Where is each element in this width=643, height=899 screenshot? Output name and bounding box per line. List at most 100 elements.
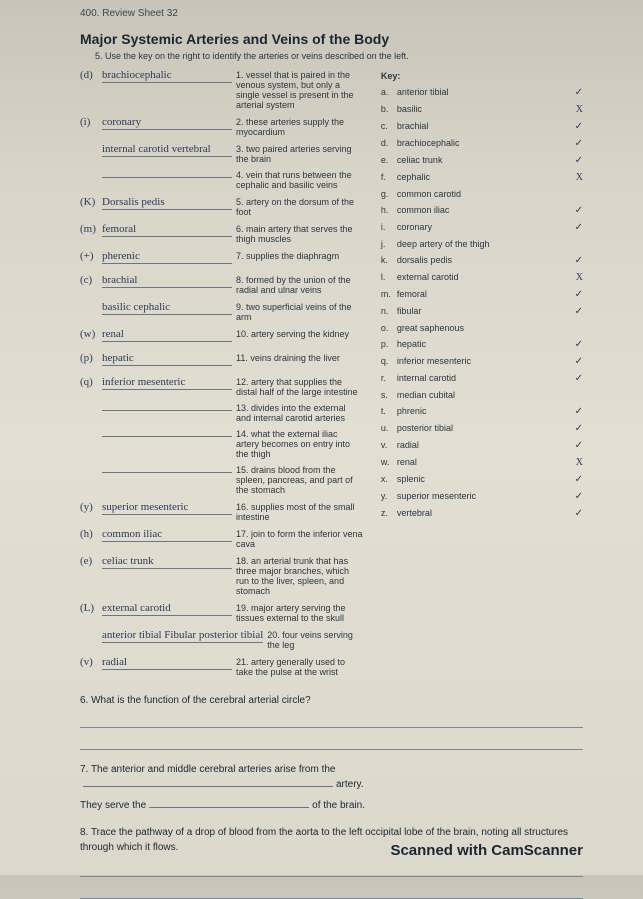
key-letter: r. [381, 373, 397, 383]
question-text: 8. formed by the union of the radial and… [236, 275, 363, 295]
question-text: 21. artery generally used to take the pu… [236, 657, 363, 677]
question-text: 16. supplies most of the small intestine [236, 502, 363, 522]
key-text: femoral [397, 289, 572, 299]
handwritten-answer: Dorsalis pedis [102, 196, 232, 210]
handwritten-mark: ✓ [575, 255, 583, 266]
handwritten-letter: (K) [80, 196, 100, 208]
key-letter: l. [381, 272, 397, 282]
q7-end-b: of the brain. [312, 800, 365, 811]
question-row: (w)renal10. artery serving the kidney [80, 328, 363, 346]
key-text: common iliac [397, 205, 572, 215]
scanner-footer: Scanned with CamScanner [390, 842, 583, 859]
key-letter: v. [381, 440, 397, 450]
question-text: 14. what the external iliac artery becom… [236, 429, 363, 459]
handwritten-mark: ✓ [575, 423, 583, 434]
key-row: r.internal carotid✓ [381, 373, 583, 384]
handwritten-letter: (d) [80, 69, 100, 81]
key-letter: k. [381, 255, 397, 265]
handwritten-answer: inferior mesenteric [102, 376, 232, 390]
handwritten-mark: X [576, 172, 583, 183]
handwritten-letter: (c) [80, 274, 100, 286]
handwritten-mark: ✓ [575, 289, 583, 300]
key-row: x.splenic✓ [381, 474, 583, 485]
key-text: fibular [397, 306, 572, 316]
question-row: (q)inferior mesenteric12. artery that su… [80, 376, 363, 397]
key-text: coronary [397, 222, 572, 232]
key-text: basilic [397, 104, 573, 114]
handwritten-mark: ✓ [575, 356, 583, 367]
question-row: (i)coronary2. these arteries supply the … [80, 116, 363, 137]
key-row: f.cephalicX [381, 172, 583, 183]
key-label: Key: [381, 71, 401, 81]
handwritten-mark: X [576, 104, 583, 115]
handwritten-answer: internal carotid vertebral [102, 143, 232, 157]
key-letter: b. [381, 104, 397, 114]
handwritten-answer: femoral [102, 223, 232, 237]
key-text: renal [397, 457, 573, 467]
handwritten-letter: (i) [80, 116, 100, 128]
question-row: (K)Dorsalis pedis 5. artery on the dorsum… [80, 196, 363, 217]
handwritten-mark: ✓ [575, 406, 583, 417]
key-row: i.coronary✓ [381, 222, 583, 233]
handwritten-answer: common iliac [102, 528, 232, 542]
handwritten-mark: ✓ [575, 474, 583, 485]
ruled-line [80, 859, 583, 877]
main-title: Major Systemic Arteries and Veins of the… [80, 31, 583, 47]
key-row: e.celiac trunk✓ [381, 155, 583, 166]
questions-column: (d)brachiocephalic1. vessel that is pair… [80, 69, 363, 683]
key-row: p.hepatic✓ [381, 339, 583, 350]
handwritten-mark: ✓ [575, 222, 583, 233]
key-row: w.renalX [381, 457, 583, 468]
key-text: cephalic [397, 172, 573, 182]
question-text: 5. artery on the dorsum of the foot [236, 197, 363, 217]
question-text: 13. divides into the external and intern… [236, 403, 363, 423]
handwritten-mark: X [576, 272, 583, 283]
question-text: 15. drains blood from the spleen, pancre… [236, 465, 363, 495]
key-letter: q. [381, 356, 397, 366]
handwritten-answer [102, 176, 232, 178]
handwritten-answer [102, 471, 232, 473]
question-row: 13. divides into the external and intern… [80, 403, 363, 423]
handwritten-mark: ✓ [575, 306, 583, 317]
key-row: j.deep artery of the thigh [381, 239, 583, 249]
question-row: (v)radial21. artery generally used to ta… [80, 656, 363, 677]
key-letter: n. [381, 306, 397, 316]
key-letter: p. [381, 339, 397, 349]
key-row: n.fibular✓ [381, 306, 583, 317]
key-text: phrenic [397, 406, 572, 416]
question-row: (L)external carotid19. major artery serv… [80, 602, 363, 623]
key-row: c.brachial✓ [381, 121, 583, 132]
handwritten-answer: anterior tibial Fibular posterior tibial [102, 629, 263, 643]
key-text: median cubital [397, 390, 580, 400]
handwritten-mark: X [576, 457, 583, 468]
key-row: o.great saphenous [381, 323, 583, 333]
question-row: 15. drains blood from the spleen, pancre… [80, 465, 363, 495]
key-row: v.radial✓ [381, 440, 583, 451]
question-text: 12. artery that supplies the distal half… [236, 377, 363, 397]
content-wrap: (d)brachiocephalic1. vessel that is pair… [80, 69, 583, 683]
key-text: inferior mesenteric [397, 356, 572, 366]
question-text: 6. main artery that serves the thigh mus… [236, 224, 363, 244]
key-text: splenic [397, 474, 572, 484]
handwritten-mark: ✓ [575, 155, 583, 166]
key-text: vertebral [397, 508, 572, 518]
key-text: hepatic [397, 339, 572, 349]
handwritten-answer: basilic cephalic [102, 301, 232, 315]
instruction: 5. Use the key on the right to identify … [95, 51, 583, 61]
handwritten-mark: ✓ [575, 491, 583, 502]
handwritten-answer: coronary [102, 116, 232, 130]
question-text: 18. an arterial trunk that has three maj… [236, 556, 363, 596]
handwritten-answer [102, 409, 232, 411]
key-letter: d. [381, 138, 397, 148]
question-text: 1. vessel that is paired in the venous s… [236, 70, 363, 110]
handwritten-answer: celiac trunk [102, 555, 232, 569]
question-text: 11. veins draining the liver [236, 353, 363, 363]
key-row: m.femoral✓ [381, 289, 583, 300]
q7-end-a: artery. [336, 779, 364, 790]
question-text: 7. supplies the diaphragm [236, 251, 363, 261]
key-row: b.basilicX [381, 104, 583, 115]
question-row: 4. vein that runs between the cephalic a… [80, 170, 363, 190]
question-row: basilic cephalic9. two superficial veins… [80, 301, 363, 322]
key-row: z.vertebral✓ [381, 508, 583, 519]
question-6: 6. What is the function of the cerebral … [80, 695, 583, 706]
